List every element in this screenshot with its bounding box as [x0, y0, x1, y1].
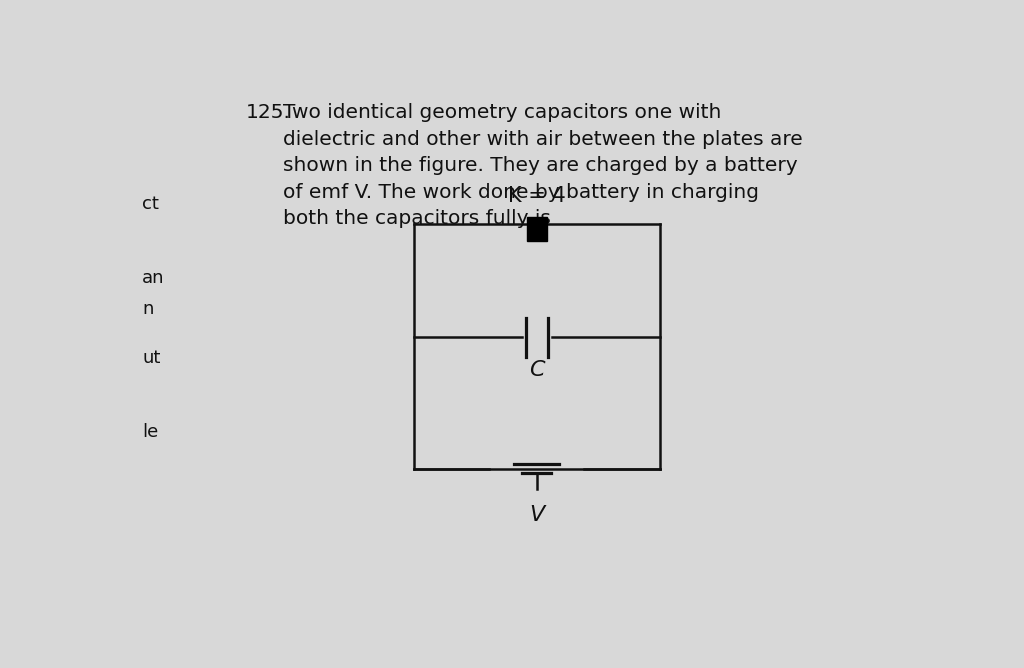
- Text: n: n: [142, 300, 154, 318]
- Text: 125.: 125.: [246, 104, 291, 122]
- Text: an: an: [142, 269, 165, 287]
- Text: ct: ct: [142, 194, 159, 212]
- Text: C: C: [529, 361, 545, 381]
- Text: ut: ut: [142, 349, 161, 367]
- Text: le: le: [142, 424, 159, 442]
- Text: Two identical geometry capacitors one with
dielectric and other with air between: Two identical geometry capacitors one wi…: [283, 104, 803, 228]
- Text: K = 4: K = 4: [508, 186, 565, 206]
- Bar: [526, 217, 547, 241]
- Text: V: V: [529, 504, 545, 524]
